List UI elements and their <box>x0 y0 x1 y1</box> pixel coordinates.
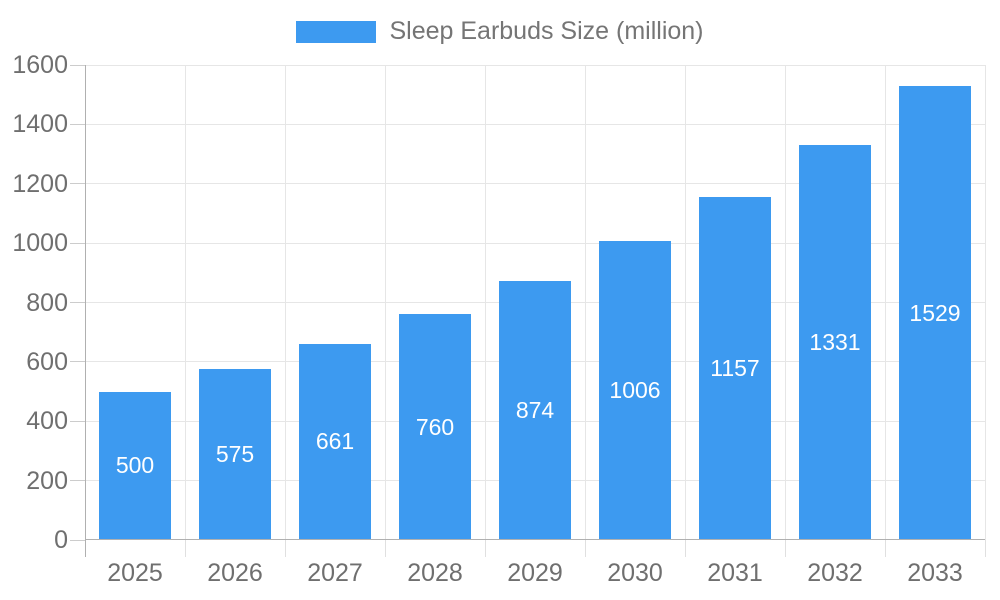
x-axis-tick <box>184 540 186 557</box>
plot-area: 500 575 661 760 874 1006 1157 1331 1529 <box>70 64 986 557</box>
y-axis-tick <box>70 183 85 185</box>
bar[interactable]: 760 <box>399 314 471 540</box>
x-tick-label: 2032 <box>807 559 863 587</box>
y-axis-tick <box>70 242 85 244</box>
x-axis-tick <box>884 540 886 557</box>
gridline-vertical <box>684 65 686 540</box>
gridline-horizontal <box>85 242 985 244</box>
gridline-vertical <box>384 65 386 540</box>
gridline-vertical <box>584 65 586 540</box>
x-tick-label: 2033 <box>907 559 963 587</box>
bar[interactable]: 1006 <box>599 241 671 540</box>
bar[interactable]: 1529 <box>899 86 971 540</box>
y-tick-label: 1600 <box>12 51 68 79</box>
bar-value-label: 575 <box>215 441 255 468</box>
bar[interactable]: 874 <box>499 280 571 540</box>
y-tick-label: 400 <box>26 407 68 436</box>
y-tick-label: 0 <box>54 526 68 554</box>
x-axis-tick <box>684 540 686 557</box>
y-tick-label: 1000 <box>12 229 68 258</box>
x-tick-label: 2025 <box>107 559 163 587</box>
y-tick-label: 1200 <box>12 169 68 198</box>
legend-label: Sleep Earbuds Size (million) <box>389 17 704 45</box>
x-tick-label: 2029 <box>507 559 563 587</box>
bar-value-label: 661 <box>315 428 355 455</box>
gridline-vertical <box>184 65 186 540</box>
gridline-horizontal <box>85 123 985 125</box>
y-axis-tick <box>70 361 85 363</box>
x-axis-tick <box>484 540 486 557</box>
bar[interactable]: 661 <box>299 343 371 540</box>
bar-value-label: 1157 <box>710 354 760 381</box>
gridline-horizontal <box>85 183 985 185</box>
y-tick-label: 600 <box>26 347 68 376</box>
y-axis-tick <box>70 480 85 482</box>
legend-swatch <box>296 20 377 43</box>
x-axis-tick <box>784 540 786 557</box>
x-tick-label: 2030 <box>607 559 663 587</box>
bar-value-label: 1006 <box>609 377 661 404</box>
y-axis-tick <box>70 539 85 541</box>
x-tick-label: 2027 <box>307 559 363 587</box>
x-tick-label: 2026 <box>207 559 263 587</box>
y-axis-tick <box>70 64 85 66</box>
bar-value-label: 1331 <box>809 328 861 355</box>
bar[interactable]: 575 <box>199 369 271 540</box>
bar[interactable]: 1331 <box>799 144 871 540</box>
gridline-vertical <box>884 65 886 540</box>
x-tick-label: 2031 <box>707 559 763 587</box>
gridline-vertical <box>284 65 286 540</box>
x-axis-tick <box>284 540 286 557</box>
bar-value-label: 1529 <box>909 299 961 326</box>
y-tick-label: 200 <box>26 466 68 495</box>
bar[interactable]: 500 <box>99 391 171 540</box>
bar-value-label: 500 <box>115 452 155 479</box>
x-axis-tick <box>984 540 986 557</box>
y-axis-tick <box>70 123 85 125</box>
y-axis-tick <box>70 302 85 303</box>
gridline-vertical <box>984 65 986 540</box>
bar[interactable]: 1157 <box>699 196 771 540</box>
bar-value-label: 874 <box>515 396 555 423</box>
y-tick-label: 800 <box>26 288 68 317</box>
y-axis-line <box>85 65 86 557</box>
x-axis-tick <box>384 540 386 557</box>
x-axis-tick <box>584 540 586 557</box>
y-tick-label: 1400 <box>12 110 68 139</box>
gridline-horizontal <box>85 64 985 66</box>
gridline-vertical <box>784 65 786 540</box>
y-axis-tick <box>70 420 85 422</box>
x-axis-baseline <box>85 539 985 540</box>
x-tick-label: 2028 <box>407 559 463 587</box>
legend[interactable]: Sleep Earbuds Size (million) <box>0 17 1000 46</box>
bar-value-label: 760 <box>415 413 455 440</box>
gridline-vertical <box>484 65 486 540</box>
